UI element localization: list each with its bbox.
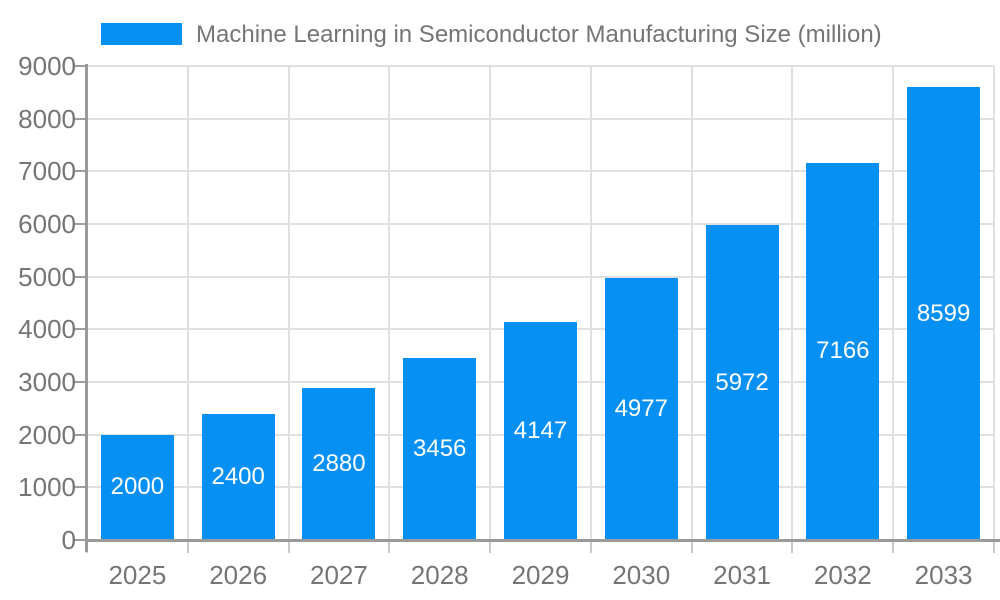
y-tick — [74, 433, 87, 436]
gridline-x — [791, 66, 794, 540]
x-tick-label: 2025 — [108, 560, 167, 590]
y-tick-label: 1000 — [18, 472, 76, 503]
x-tick — [993, 540, 995, 553]
y-tick — [74, 539, 87, 541]
gridline-x — [489, 66, 492, 540]
x-tick — [388, 540, 391, 553]
x-tick-label: 2033 — [914, 560, 973, 590]
bar[interactable] — [302, 388, 376, 540]
bar[interactable] — [604, 277, 678, 540]
y-tick-label: 6000 — [18, 209, 76, 239]
gridline-y — [87, 223, 994, 225]
gridline-x — [690, 66, 693, 540]
y-tick-label: 0 — [61, 525, 76, 555]
y-tick-label: 2000 — [18, 419, 76, 450]
bar[interactable] — [705, 225, 779, 540]
legend-swatch — [101, 23, 182, 45]
gridline-y — [87, 65, 994, 67]
x-tick-label: 2030 — [612, 560, 671, 590]
gridline-x — [993, 66, 995, 540]
y-tick-label: 4000 — [18, 314, 76, 345]
y-tick — [74, 381, 87, 383]
y-tick — [74, 223, 87, 225]
bar-value-label: 4977 — [614, 394, 668, 422]
bar-value-label: 8599 — [916, 299, 971, 327]
bar[interactable] — [504, 321, 577, 540]
gridline-y — [87, 275, 994, 278]
x-tick-label: 2031 — [713, 560, 771, 590]
legend: Machine Learning in Semiconductor Manufa… — [0, 0, 1000, 60]
y-tick-label: 5000 — [18, 261, 76, 292]
gridline-y — [87, 117, 994, 120]
y-tick-label: 8000 — [18, 103, 76, 134]
y-tick — [74, 328, 87, 331]
x-tick-label: 2029 — [511, 560, 570, 590]
x-tick — [489, 540, 492, 553]
x-axis-line — [85, 539, 1000, 542]
y-tick-label: 7000 — [18, 156, 76, 187]
y-tick-label: 9000 — [18, 51, 76, 81]
bar-value-label: 2880 — [312, 450, 366, 478]
x-tick — [186, 540, 189, 553]
x-tick-label: 2027 — [310, 560, 368, 590]
y-tick — [74, 275, 87, 278]
bar[interactable] — [806, 162, 880, 540]
gridline-x — [287, 66, 290, 540]
y-tick — [74, 486, 87, 489]
gridline-y — [87, 170, 994, 173]
bar-value-label: 5972 — [715, 368, 769, 396]
y-tick — [74, 170, 87, 173]
gridline-x — [589, 66, 592, 540]
y-tick-label: 3000 — [18, 367, 76, 397]
bar[interactable] — [403, 357, 477, 540]
gridline-x — [186, 66, 189, 540]
bar[interactable] — [907, 87, 981, 540]
x-tick — [287, 540, 290, 553]
x-tick — [791, 540, 794, 553]
x-tick — [892, 540, 895, 553]
y-tick — [74, 117, 87, 120]
x-tick-label: 2026 — [209, 560, 268, 590]
gridline-x — [388, 66, 391, 540]
bar-value-label: 2400 — [211, 462, 265, 490]
bar-value-label: 2000 — [110, 473, 165, 501]
bar[interactable] — [100, 434, 174, 540]
gridline-x — [892, 66, 895, 540]
bar[interactable] — [201, 413, 275, 540]
y-axis-line — [85, 64, 88, 552]
bar-value-label: 7166 — [816, 337, 870, 365]
bar-value-label: 4147 — [513, 416, 568, 444]
bar-value-label: 3456 — [413, 434, 467, 462]
x-tick — [690, 540, 693, 553]
legend-label: Machine Learning in Semiconductor Manufa… — [196, 21, 882, 48]
x-tick-label: 2032 — [813, 560, 872, 590]
y-tick — [74, 65, 87, 67]
x-tick-label: 2028 — [410, 560, 469, 590]
x-tick — [589, 540, 592, 553]
